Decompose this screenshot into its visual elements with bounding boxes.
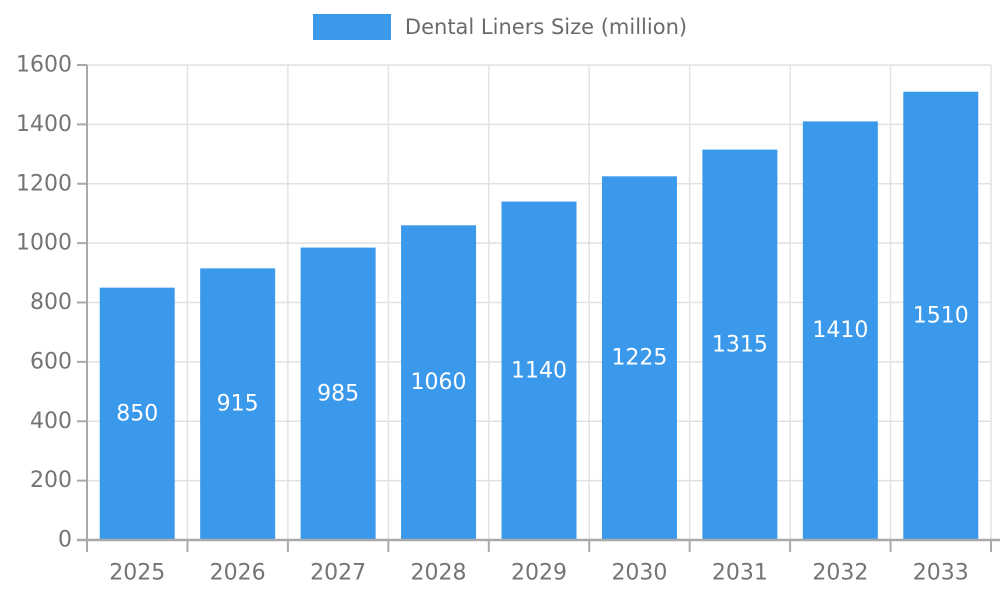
y-axis-tick-label: 1600 [16, 53, 72, 78]
bar-value-label: 915 [217, 392, 259, 417]
y-axis-tick-label: 1400 [16, 112, 72, 137]
bar-value-label: 1140 [511, 358, 567, 383]
y-axis-tick-label: 800 [30, 290, 72, 315]
x-axis-tick-label: 2033 [913, 561, 969, 586]
bar[interactable] [300, 247, 376, 540]
bar-value-label: 1410 [812, 318, 868, 343]
x-axis-tick-label: 2031 [712, 561, 768, 586]
legend-item[interactable]: Dental Liners Size (million) [0, 14, 1000, 40]
x-axis-tick-label: 2025 [109, 561, 165, 586]
bar[interactable] [99, 287, 175, 540]
bar-value-label: 1510 [913, 303, 969, 328]
bar[interactable] [702, 149, 778, 540]
x-axis-tick-label: 2032 [812, 561, 868, 586]
bar-value-label: 1225 [611, 346, 667, 371]
y-axis-tick-label: 0 [58, 528, 72, 553]
bar-value-label: 850 [116, 401, 158, 426]
y-axis-tick-label: 200 [30, 468, 72, 493]
y-axis-tick-label: 1200 [16, 171, 72, 196]
bar-value-label: 1315 [712, 332, 768, 357]
bar[interactable] [200, 268, 276, 540]
x-axis-tick-label: 2030 [611, 561, 667, 586]
x-axis-tick-label: 2027 [310, 561, 366, 586]
bar[interactable] [401, 225, 477, 540]
bar[interactable] [601, 176, 677, 540]
bar[interactable] [802, 121, 878, 540]
x-axis-tick-label: 2026 [210, 561, 266, 586]
y-axis-tick-label: 400 [30, 409, 72, 434]
bar-value-label: 985 [317, 381, 359, 406]
legend-label: Dental Liners Size (million) [404, 15, 688, 39]
y-axis-tick-label: 1000 [16, 231, 72, 256]
x-axis-tick-label: 2029 [511, 561, 567, 586]
bar[interactable] [903, 91, 979, 540]
bar[interactable] [501, 201, 577, 540]
legend-swatch-icon [312, 14, 391, 40]
x-axis-tick-label: 2028 [411, 561, 467, 586]
y-axis-tick-label: 600 [30, 349, 72, 374]
bar-value-label: 1060 [411, 370, 467, 395]
